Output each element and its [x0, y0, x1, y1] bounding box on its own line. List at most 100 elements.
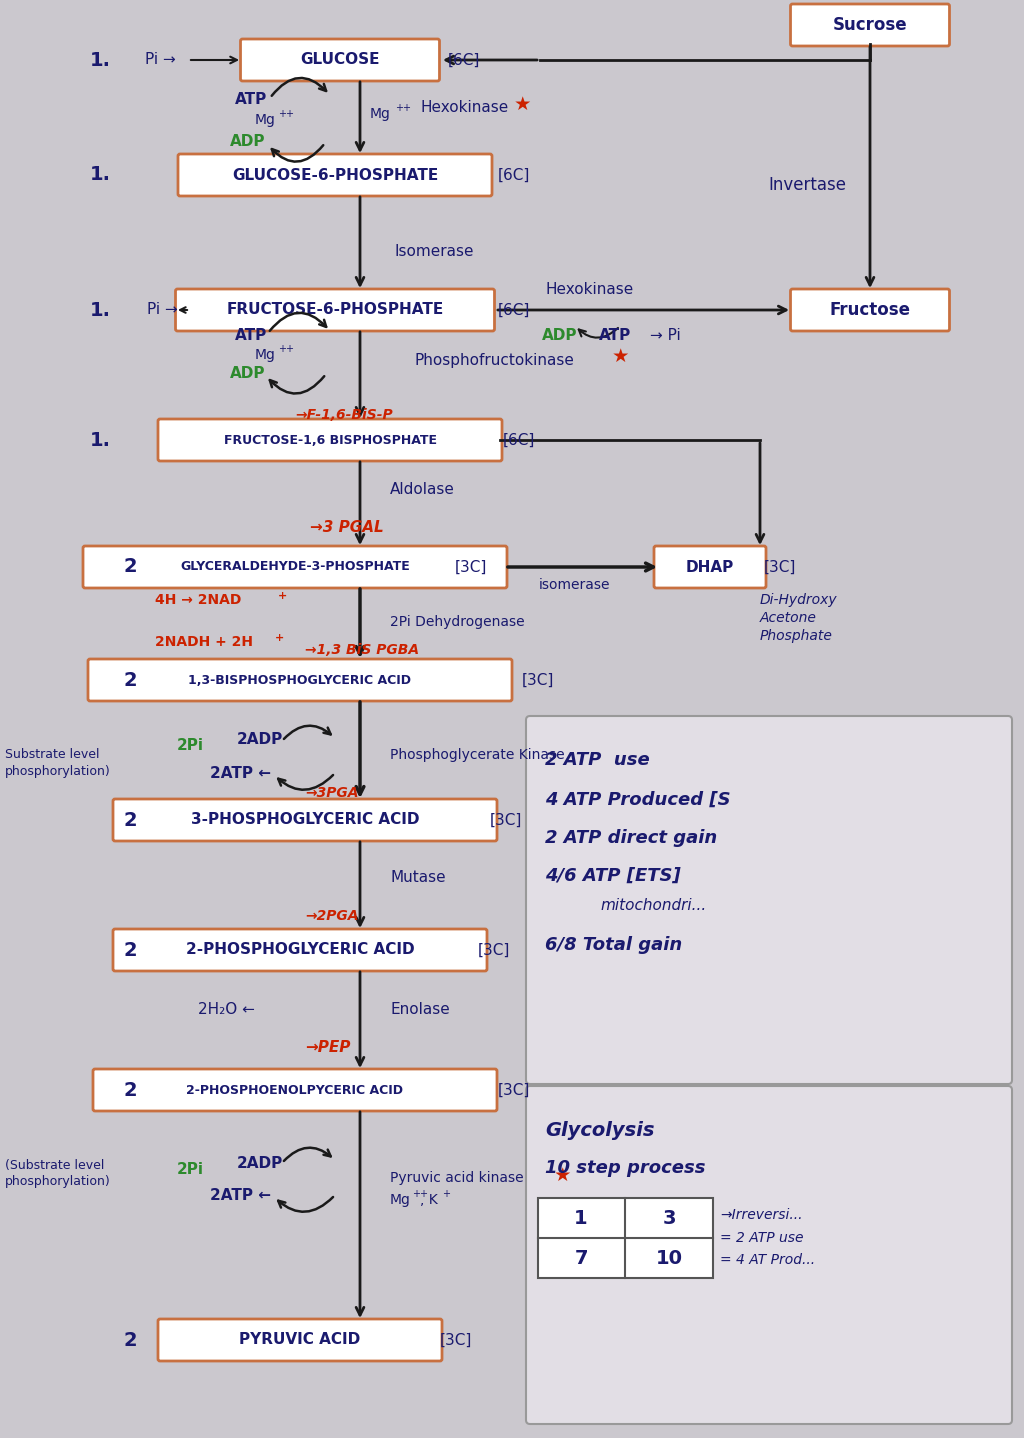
Text: ★: ★ [513, 95, 530, 114]
Text: Aldolase: Aldolase [390, 483, 455, 498]
Text: 2-PHOSPHOENOLPYCERIC ACID: 2-PHOSPHOENOLPYCERIC ACID [186, 1083, 403, 1097]
Text: ++: ++ [395, 104, 411, 114]
Text: DHAP: DHAP [686, 559, 734, 575]
Text: 2: 2 [123, 1080, 137, 1100]
Text: 3-PHOSPHOGLYCERIC ACID: 3-PHOSPHOGLYCERIC ACID [190, 812, 419, 827]
Text: 2ADP: 2ADP [237, 732, 283, 748]
Text: ATP: ATP [599, 328, 631, 342]
Text: Sucrose: Sucrose [833, 16, 907, 35]
Text: Invertase: Invertase [768, 175, 846, 194]
Text: mitochondri...: mitochondri... [600, 899, 707, 913]
Text: 1.: 1. [89, 430, 111, 450]
Text: 4H → 2NAD: 4H → 2NAD [155, 592, 242, 607]
Text: 2Pi: 2Pi [176, 738, 204, 752]
Text: 2Pi: 2Pi [176, 1162, 204, 1178]
Text: Glycolysis: Glycolysis [545, 1120, 654, 1139]
Text: →PEP: →PEP [305, 1041, 350, 1055]
Text: →3PGA: →3PGA [305, 787, 358, 800]
FancyBboxPatch shape [791, 289, 949, 331]
Text: Phosphofructokinase: Phosphofructokinase [415, 352, 574, 368]
Text: Mg: Mg [255, 114, 275, 127]
FancyBboxPatch shape [538, 1198, 713, 1278]
Text: 2: 2 [123, 811, 137, 830]
Text: [3C]: [3C] [522, 673, 554, 687]
Text: Pi →: Pi → [144, 53, 175, 68]
Text: ++: ++ [412, 1189, 428, 1199]
Text: [3C]: [3C] [490, 812, 522, 827]
Text: 2Pi Dehydrogenase: 2Pi Dehydrogenase [390, 615, 524, 628]
Text: [6C]: [6C] [498, 167, 530, 183]
FancyBboxPatch shape [654, 546, 766, 588]
Text: [6C]: [6C] [449, 53, 480, 68]
Text: 1.: 1. [89, 165, 111, 184]
Text: Phosphate: Phosphate [760, 628, 833, 643]
Text: +: + [442, 1189, 450, 1199]
Text: [6C]: [6C] [498, 302, 530, 318]
Text: Pi →: Pi → [146, 302, 177, 318]
Text: GLUCOSE-6-PHOSPHATE: GLUCOSE-6-PHOSPHATE [231, 167, 438, 183]
FancyBboxPatch shape [175, 289, 495, 331]
Text: 10 step process: 10 step process [545, 1159, 706, 1176]
Text: PYRUVIC ACID: PYRUVIC ACID [240, 1333, 360, 1347]
FancyBboxPatch shape [83, 546, 507, 588]
Text: →3 PGAL: →3 PGAL [310, 521, 384, 535]
Text: ++: ++ [278, 109, 294, 119]
Text: (Substrate level: (Substrate level [5, 1159, 104, 1172]
Text: Pyruvic acid kinase: Pyruvic acid kinase [390, 1171, 523, 1185]
Text: Mg: Mg [370, 106, 391, 121]
Text: 2ATP ←: 2ATP ← [210, 1188, 271, 1202]
Text: ++: ++ [278, 344, 294, 354]
Text: GLUCOSE: GLUCOSE [300, 53, 380, 68]
FancyBboxPatch shape [178, 154, 492, 196]
Text: 2H₂O ←: 2H₂O ← [198, 1002, 255, 1018]
Text: 1.: 1. [89, 50, 111, 69]
Text: 7: 7 [574, 1248, 588, 1267]
Text: 2 ATP direct gain: 2 ATP direct gain [545, 828, 717, 847]
Text: [6C]: [6C] [503, 433, 536, 447]
Text: 1.: 1. [89, 301, 111, 319]
FancyBboxPatch shape [526, 1086, 1012, 1424]
Text: Mg: Mg [255, 348, 275, 362]
Text: ADP: ADP [230, 135, 265, 150]
Text: = 2 ATP use: = 2 ATP use [720, 1231, 804, 1245]
Text: [3C]: [3C] [440, 1333, 472, 1347]
Text: Acetone: Acetone [760, 611, 817, 626]
Text: →2PGA: →2PGA [305, 909, 358, 923]
Text: 2-PHOSPHOGLYCERIC ACID: 2-PHOSPHOGLYCERIC ACID [185, 942, 415, 958]
Text: → Pi: → Pi [649, 328, 680, 342]
Text: 2: 2 [123, 558, 137, 577]
Text: 2ADP: 2ADP [237, 1156, 283, 1171]
Text: Mg: Mg [390, 1194, 411, 1206]
FancyBboxPatch shape [113, 929, 487, 971]
Text: 10: 10 [655, 1248, 683, 1267]
Text: Hexokinase: Hexokinase [546, 282, 634, 298]
Text: 2ATP ←: 2ATP ← [210, 765, 271, 781]
Text: ADP: ADP [543, 328, 578, 342]
Text: isomerase: isomerase [540, 578, 610, 592]
Text: Phosphoglycerate Kinase: Phosphoglycerate Kinase [390, 748, 564, 762]
Text: 2: 2 [123, 670, 137, 689]
Text: +: + [278, 591, 288, 601]
Text: GLYCERALDEHYDE-3-PHOSPHATE: GLYCERALDEHYDE-3-PHOSPHATE [180, 561, 410, 574]
Text: Isomerase: Isomerase [395, 244, 474, 259]
Text: ★: ★ [553, 1166, 570, 1185]
Text: [3C]: [3C] [478, 942, 510, 958]
Text: Di-Hydroxy: Di-Hydroxy [760, 592, 838, 607]
Text: 2NADH + 2H: 2NADH + 2H [155, 636, 253, 649]
FancyBboxPatch shape [158, 1319, 442, 1360]
Text: Enolase: Enolase [390, 1002, 450, 1018]
Text: →1,3 BiS PGBA: →1,3 BiS PGBA [305, 643, 419, 657]
FancyBboxPatch shape [93, 1068, 497, 1112]
Text: 4/6 ATP [ETS]: 4/6 ATP [ETS] [545, 867, 681, 884]
FancyBboxPatch shape [113, 800, 497, 841]
Text: FRUCTOSE-1,6 BISPHOSPHATE: FRUCTOSE-1,6 BISPHOSPHATE [223, 433, 436, 447]
Text: →Irreversi...: →Irreversi... [720, 1208, 803, 1222]
FancyBboxPatch shape [158, 418, 502, 462]
Text: 1: 1 [574, 1208, 588, 1228]
Text: phosphorylation): phosphorylation) [5, 1175, 111, 1188]
Text: Mutase: Mutase [390, 870, 445, 886]
Text: = 4 AT Prod...: = 4 AT Prod... [720, 1252, 815, 1267]
Text: , K: , K [420, 1194, 437, 1206]
Text: 3: 3 [663, 1208, 676, 1228]
FancyBboxPatch shape [791, 4, 949, 46]
